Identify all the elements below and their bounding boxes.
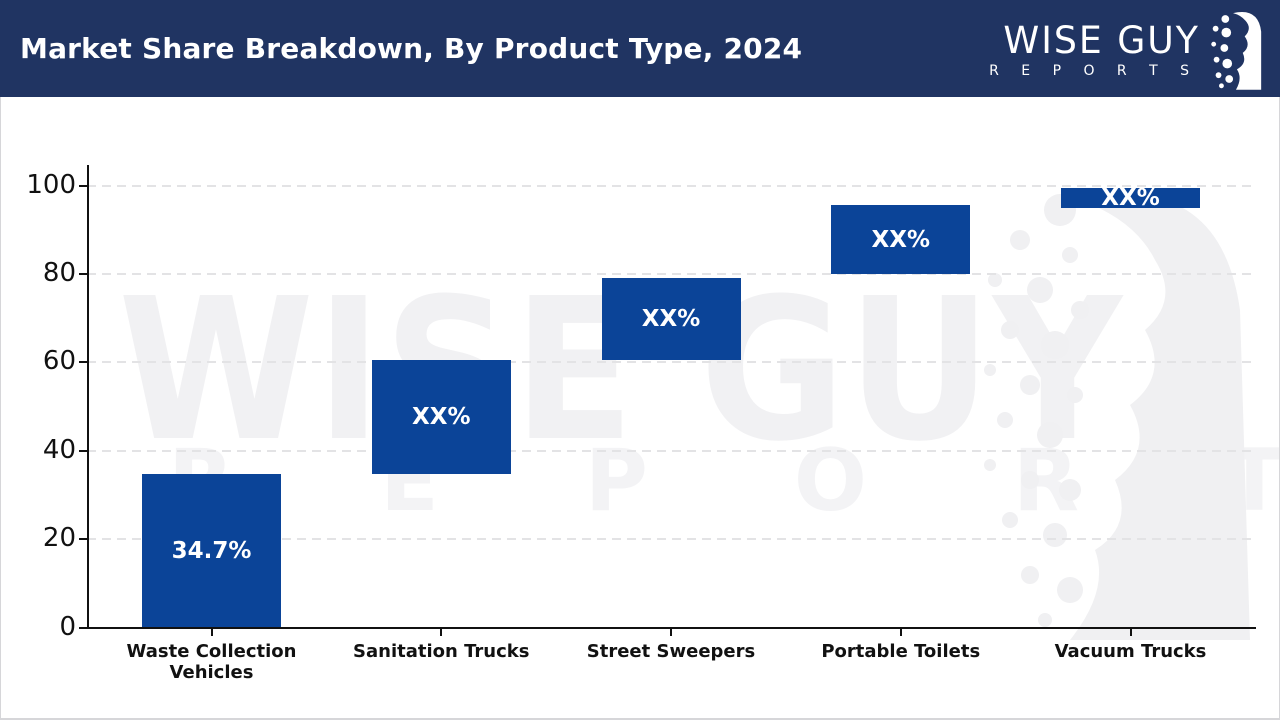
bar-segment: XX% [1061,184,1200,211]
y-axis-tickmark [79,272,87,275]
x-axis-tickmark [1129,629,1132,636]
x-axis-label: Portable Toilets [821,641,981,662]
page-border-left [0,97,1,720]
y-axis-tick-label: 80 [42,257,76,288]
bar-segment: XX% [831,205,971,274]
y-axis-tickmark [79,538,87,541]
bar-value-label: XX% [641,306,701,333]
x-axis-line [87,627,1256,629]
x-axis-label: Waste Collection Vehicles [126,641,297,683]
gridline [87,361,1256,364]
page-title: Market Share Breakdown, By Product Type,… [20,32,803,65]
x-axis-label: Sanitation Trucks [353,641,530,662]
bar-segment: XX% [371,360,511,475]
y-axis-tickmark [79,361,87,364]
x-axis-tickmark [670,629,672,636]
logo-head-icon [1211,12,1262,90]
x-axis-tickmark [210,629,213,636]
y-axis-tick-label: 60 [42,346,76,377]
bar-value-label: 34.7% [171,537,252,564]
y-axis-tick-label: 20 [42,523,76,554]
y-axis-tickmark [79,626,87,629]
y-axis-line [87,165,89,629]
logo-text: WISE GUY R E P O R T S [989,19,1200,79]
bar-value-label: XX% [1101,184,1160,211]
header-band: Market Share Breakdown, By Product Type,… [0,0,1280,97]
y-axis-tickmark [79,184,87,187]
bar-segment: XX% [601,278,741,361]
gridline [87,272,1256,275]
plot-area: 0 20 40 60 80 100 34.7% Waste Collection Vehicl… [0,97,1280,720]
bar-value-label: XX% [411,404,471,431]
logo-subtext: R E P O R T S [989,63,1198,79]
logo-wordmark: WISE GUY [1003,19,1200,62]
gridline [87,449,1256,452]
gridline [87,538,1256,541]
x-axis-tickmark [899,629,902,636]
y-axis-tick-label: 40 [42,434,76,465]
wiseguy-logo: WISE GUY R E P O R T S [989,6,1266,92]
x-axis-label: Vacuum Trucks [1054,641,1207,662]
x-axis-label: Street Sweepers [586,641,756,662]
x-axis-tickmark [440,629,443,636]
gridline [87,184,1256,187]
y-axis-tick-label: 0 [59,611,76,642]
y-axis-tick-label: 100 [26,169,76,200]
bar-value-label: XX% [871,226,930,253]
y-axis-tickmark [79,449,87,452]
page-border-bottom [0,718,1280,720]
bar-segment: 34.7% [142,474,281,628]
